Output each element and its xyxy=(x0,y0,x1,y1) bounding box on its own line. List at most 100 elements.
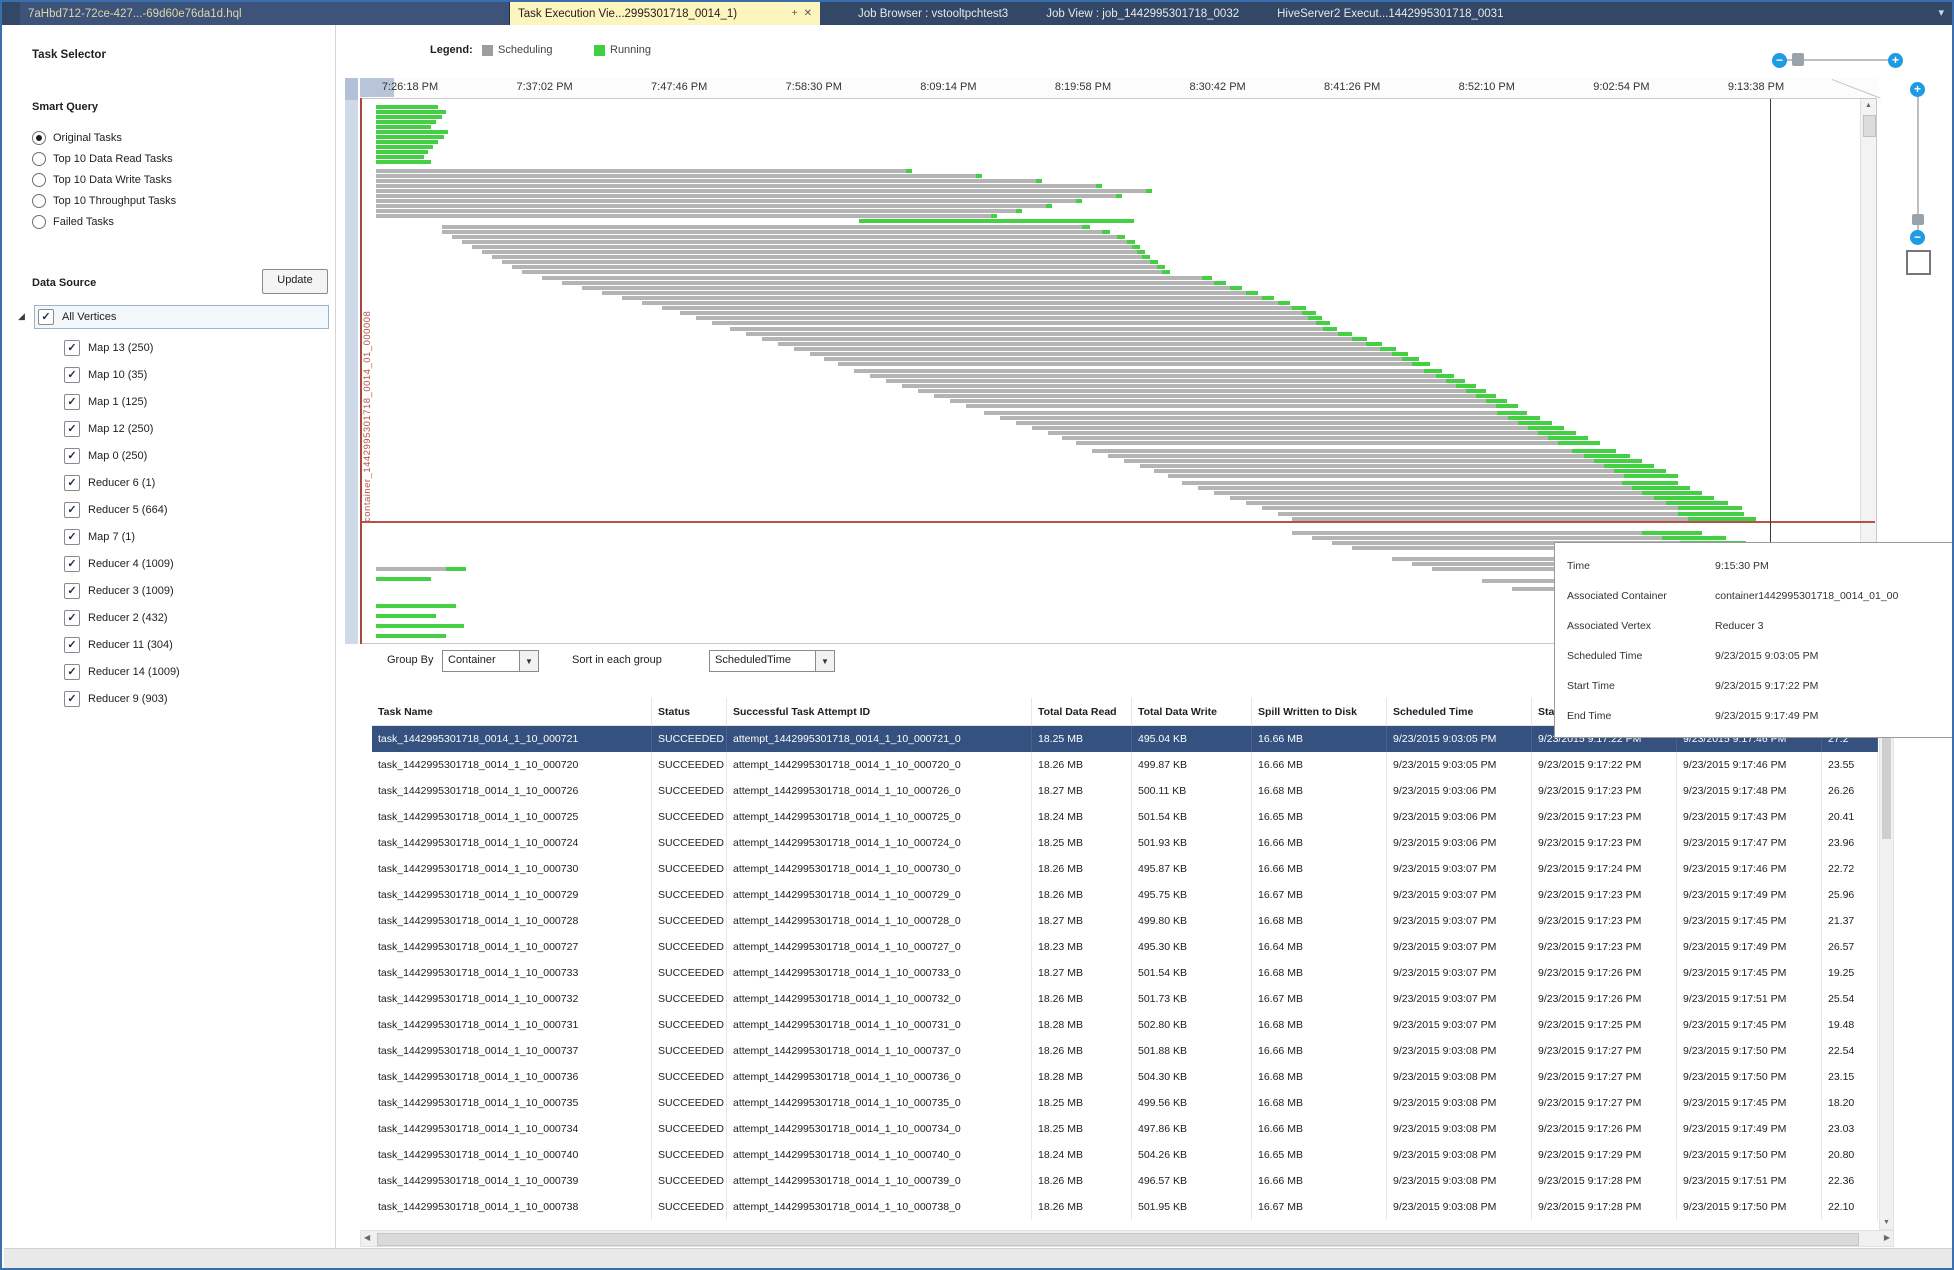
scroll-down-icon[interactable]: ▼ xyxy=(1883,1219,1890,1226)
zoom-out-vertical-button[interactable]: − xyxy=(1910,230,1925,245)
table-row[interactable]: task_1442995301718_0014_1_10_000739 SUCCE… xyxy=(372,1168,1878,1194)
vertex-checkbox[interactable]: ✓ xyxy=(64,501,80,518)
chart-vertical-scrollbar[interactable]: ▲ xyxy=(1860,99,1876,642)
tab-hql-file[interactable]: 7aHbd712-72ce-427...-69d60e76da1d.hql xyxy=(20,2,510,25)
promote-tab-icon[interactable]: + xyxy=(791,8,798,19)
table-row[interactable]: task_1442995301718_0014_1_10_000736 SUCCE… xyxy=(372,1064,1878,1090)
tree-item-reducer-2-432-[interactable]: ✓ Reducer 2 (432) xyxy=(4,604,335,631)
tree-item-reducer-3-1009-[interactable]: ✓ Reducer 3 (1009) xyxy=(4,577,335,604)
tree-item-map-13-250-[interactable]: ✓ Map 13 (250) xyxy=(4,334,335,361)
tree-item-reducer-14-1009-[interactable]: ✓ Reducer 14 (1009) xyxy=(4,658,335,685)
vertical-zoom-slider[interactable] xyxy=(1917,97,1919,232)
radio-top-10-throughput-tasks[interactable]: Top 10 Throughput Tasks xyxy=(32,190,176,211)
table-row[interactable]: task_1442995301718_0014_1_10_000720 SUCCE… xyxy=(372,752,1878,778)
zoom-in-vertical-button[interactable]: + xyxy=(1910,82,1925,97)
update-button[interactable]: Update xyxy=(262,269,328,294)
table-row[interactable]: task_1442995301718_0014_1_10_000729 SUCCE… xyxy=(372,882,1878,908)
tree-item-reducer-4-1009-[interactable]: ✓ Reducer 4 (1009) xyxy=(4,550,335,577)
sort-dropdown[interactable]: ScheduledTime ▼ xyxy=(709,650,835,672)
vertex-checkbox[interactable]: ✓ xyxy=(64,339,80,356)
table-row[interactable]: task_1442995301718_0014_1_10_000726 SUCCE… xyxy=(372,778,1878,804)
column-header-task-name[interactable]: Task Name xyxy=(372,698,652,725)
vertex-checkbox[interactable]: ✓ xyxy=(64,366,80,383)
tree-root-all-vertices[interactable]: ◢ ✓ All Vertices xyxy=(4,305,335,329)
table-row[interactable]: task_1442995301718_0014_1_10_000731 SUCCE… xyxy=(372,1012,1878,1038)
scroll-left-icon[interactable]: ◀ xyxy=(364,1233,371,1242)
radio-failed-tasks[interactable]: Failed Tasks xyxy=(32,211,176,232)
column-header-total-data-read[interactable]: Total Data Read xyxy=(1032,698,1132,725)
vertex-checkbox[interactable]: ✓ xyxy=(64,636,80,653)
vertex-checkbox[interactable]: ✓ xyxy=(64,690,80,707)
radio-circle-icon[interactable] xyxy=(32,130,46,145)
zoom-in-horizontal-button[interactable]: + xyxy=(1888,53,1903,68)
table-row[interactable]: task_1442995301718_0014_1_10_000734 SUCCE… xyxy=(372,1116,1878,1142)
table-row[interactable]: task_1442995301718_0014_1_10_000733 SUCCE… xyxy=(372,960,1878,986)
scroll-up-icon[interactable]: ▲ xyxy=(1865,102,1872,109)
vertex-checkbox[interactable]: ✓ xyxy=(64,393,80,410)
vertex-checkbox[interactable]: ✓ xyxy=(64,609,80,626)
table-row[interactable]: task_1442995301718_0014_1_10_000732 SUCCE… xyxy=(372,986,1878,1012)
vertex-checkbox[interactable]: ✓ xyxy=(64,420,80,437)
table-scrollbar-thumb[interactable] xyxy=(1882,729,1891,839)
scroll-right-icon[interactable]: ▶ xyxy=(1883,1233,1890,1242)
tree-item-reducer-9-903-[interactable]: ✓ Reducer 9 (903) xyxy=(4,685,335,712)
tree-item-map-10-35-[interactable]: ✓ Map 10 (35) xyxy=(4,361,335,388)
chart-left-strip-thumb[interactable] xyxy=(345,78,358,100)
table-row[interactable]: task_1442995301718_0014_1_10_000727 SUCCE… xyxy=(372,934,1878,960)
chevron-down-icon[interactable]: ▼ xyxy=(519,651,538,671)
table-row[interactable]: task_1442995301718_0014_1_10_000725 SUCCE… xyxy=(372,804,1878,830)
tab-task-execution-view[interactable]: Task Execution Vie...2995301718_0014_1) … xyxy=(510,2,820,25)
horizontal-zoom-slider[interactable] xyxy=(1784,59,1896,61)
zoom-out-horizontal-button[interactable]: − xyxy=(1772,53,1787,68)
table-vertical-scrollbar[interactable]: ▲ ▼ xyxy=(1879,698,1894,1230)
vertex-checkbox[interactable]: ✓ xyxy=(64,528,80,545)
close-tab-icon[interactable]: ✕ xyxy=(803,8,812,19)
chart-scrollbar-thumb[interactable] xyxy=(1863,115,1876,137)
chart-left-strip[interactable] xyxy=(345,78,358,644)
group-by-dropdown[interactable]: Container ▼ xyxy=(442,650,539,672)
table-row[interactable]: task_1442995301718_0014_1_10_000724 SUCCE… xyxy=(372,830,1878,856)
tree-item-map-1-125-[interactable]: ✓ Map 1 (125) xyxy=(4,388,335,415)
column-header-total-data-write[interactable]: Total Data Write xyxy=(1132,698,1252,725)
vertex-checkbox[interactable]: ✓ xyxy=(64,555,80,572)
table-horizontal-scrollbar[interactable]: ◀ ▶ xyxy=(360,1230,1894,1247)
all-vertices-checkbox[interactable]: ✓ xyxy=(38,308,54,325)
vertex-checkbox[interactable]: ✓ xyxy=(64,663,80,680)
horizontal-zoom-handle[interactable] xyxy=(1792,53,1804,66)
hscroll-thumb[interactable] xyxy=(377,1233,1859,1246)
tree-item-reducer-5-664-[interactable]: ✓ Reducer 5 (664) xyxy=(4,496,335,523)
tree-item-map-12-250-[interactable]: ✓ Map 12 (250) xyxy=(4,415,335,442)
table-row[interactable]: task_1442995301718_0014_1_10_000735 SUCCE… xyxy=(372,1090,1878,1116)
tree-item-reducer-6-1-[interactable]: ✓ Reducer 6 (1) xyxy=(4,469,335,496)
column-header-status[interactable]: Status xyxy=(652,698,727,725)
nav-hiveserver2[interactable]: HiveServer2 Execut...1442995301718_0031 xyxy=(1277,7,1504,20)
vertex-checkbox[interactable]: ✓ xyxy=(64,447,80,464)
table-row[interactable]: task_1442995301718_0014_1_10_000737 SUCCE… xyxy=(372,1038,1878,1064)
tree-item-map-7-1-[interactable]: ✓ Map 7 (1) xyxy=(4,523,335,550)
column-header-spill-written[interactable]: Spill Written to Disk xyxy=(1252,698,1387,725)
radio-circle-icon[interactable] xyxy=(32,214,46,229)
vertex-checkbox[interactable]: ✓ xyxy=(64,474,80,491)
chevron-down-icon[interactable]: ▼ xyxy=(815,651,834,671)
vertex-checkbox[interactable]: ✓ xyxy=(64,582,80,599)
radio-original-tasks[interactable]: Original Tasks xyxy=(32,127,176,148)
column-header-attempt-id[interactable]: Successful Task Attempt ID xyxy=(727,698,1032,725)
table-row[interactable]: task_1442995301718_0014_1_10_000730 SUCCE… xyxy=(372,856,1878,882)
radio-circle-icon[interactable] xyxy=(32,193,46,208)
radio-circle-icon[interactable] xyxy=(32,172,46,187)
chevron-down-icon[interactable]: ▾ xyxy=(1938,7,1944,19)
tree-item-map-0-250-[interactable]: ✓ Map 0 (250) xyxy=(4,442,335,469)
nav-job-browser[interactable]: Job Browser : vstooltpchtest3 xyxy=(858,7,1009,20)
column-header-scheduled-time[interactable]: Scheduled Time xyxy=(1387,698,1532,725)
table-row[interactable]: task_1442995301718_0014_1_10_000738 SUCCE… xyxy=(372,1194,1878,1220)
radio-top-10-data-read-tasks[interactable]: Top 10 Data Read Tasks xyxy=(32,148,176,169)
vertical-zoom-handle[interactable] xyxy=(1912,214,1924,225)
fit-view-checkbox[interactable] xyxy=(1906,250,1931,275)
tree-item-reducer-11-304-[interactable]: ✓ Reducer 11 (304) xyxy=(4,631,335,658)
tree-expander-icon[interactable]: ◢ xyxy=(18,311,25,321)
radio-circle-icon[interactable] xyxy=(32,151,46,166)
table-row[interactable]: task_1442995301718_0014_1_10_000740 SUCCE… xyxy=(372,1142,1878,1168)
nav-job-view[interactable]: Job View : job_1442995301718_0032 xyxy=(1046,7,1240,20)
table-row[interactable]: task_1442995301718_0014_1_10_000728 SUCCE… xyxy=(372,908,1878,934)
radio-top-10-data-write-tasks[interactable]: Top 10 Data Write Tasks xyxy=(32,169,176,190)
